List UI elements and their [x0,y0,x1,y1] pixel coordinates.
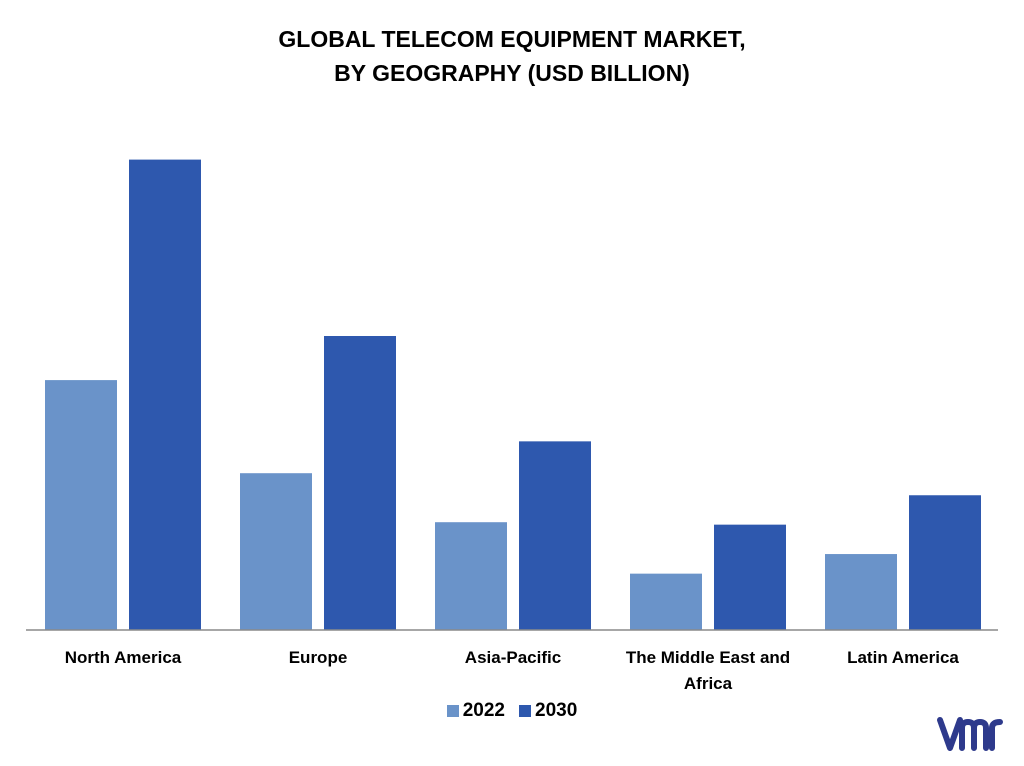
vmr-logo-icon [937,717,1003,751]
category-label: Europe [289,648,348,667]
bar-2022-asia-pacific [435,522,507,630]
chart-title-line-1: GLOBAL TELECOM EQUIPMENT MARKET, [278,26,746,52]
category-label-group: North America Europe Asia-Pacific The Middl… [65,648,960,693]
bar-2022-north-america [45,380,117,630]
category-label-line: Europe [289,648,348,667]
bar-2030-north-america [129,159,201,630]
category-label-line: North America [65,648,182,667]
category-label: Asia-Pacific [465,648,561,667]
category-label-line: The Middle East and [626,648,790,667]
legend-swatch-2022 [446,705,459,717]
bar-chart: North America Europe Asia-Pacific The Middl… [26,159,998,693]
chart-title-line-2: BY GEOGRAPHY (USD BILLION) [334,60,690,86]
bar-2030-europe [324,336,396,630]
chart-title: GLOBAL TELECOM EQUIPMENT MARKET, BY GEOG… [0,22,1024,90]
chart-legend: 2022 2030 [0,700,1024,722]
bar-2022-the-middle-east-and-africa [630,573,702,630]
bar-2030-asia-pacific [519,441,591,630]
category-label-line: Asia-Pacific [465,648,561,667]
bar-2022-latin-america [825,554,897,630]
legend-label-2022: 2022 [462,700,505,721]
category-label-line: Latin America [847,648,959,667]
bar-2030-the-middle-east-and-africa [714,524,786,630]
legend-swatch-2030 [519,705,531,717]
category-label: North America [65,648,182,667]
legend-item-2022: 2022 [446,700,505,722]
bar-group [45,159,981,630]
category-label-line: Africa [684,674,733,693]
category-label: Latin America [847,648,959,667]
bar-2022-europe [240,473,312,630]
legend-item-2030: 2030 [519,700,577,722]
category-label: The Middle East and Africa [626,648,790,693]
bar-2030-latin-america [909,495,981,630]
legend-label-2030: 2030 [535,700,578,721]
